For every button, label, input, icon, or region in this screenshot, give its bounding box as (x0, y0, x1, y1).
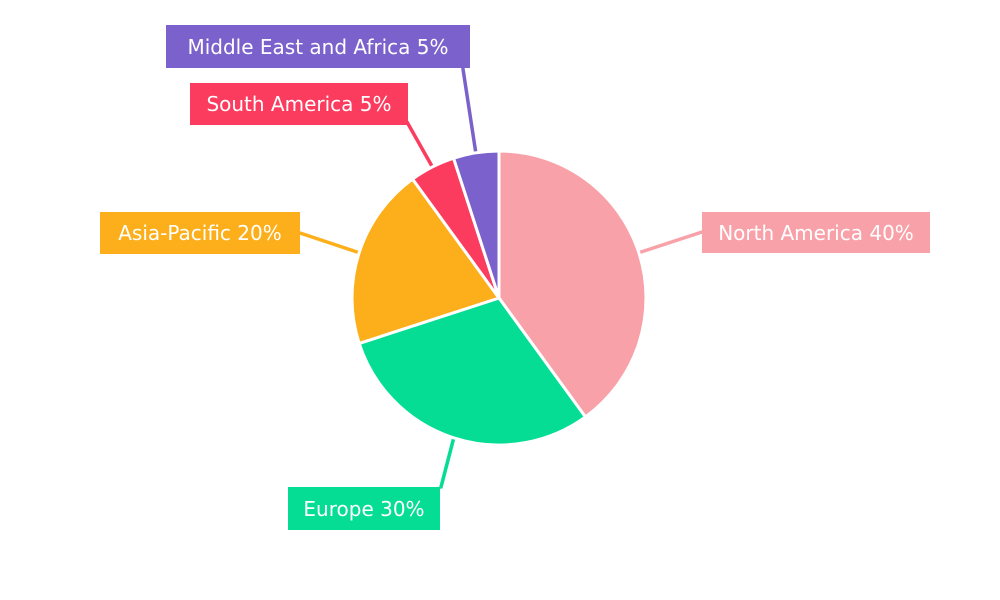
leader-line-south-america (405, 120, 435, 170)
pie-slice-europe (357, 296, 587, 447)
pie-slice-middle-east-and-africa (452, 149, 501, 300)
pie-label-south-america: South America 5% (190, 83, 408, 125)
pie-slice-north-america (497, 149, 648, 419)
pie-label-asia-pacific: Asia-Pacific 20% (100, 212, 300, 254)
leader-line-middle-east-and-africa (461, 67, 478, 156)
pie-label-middle-east-and-africa: Middle East and Africa 5% (166, 25, 470, 68)
leader-line-europe (439, 435, 456, 489)
pie-slice-asia-pacific (350, 177, 501, 345)
leader-line-north-america (636, 230, 704, 255)
pie-label-europe: Europe 30% (288, 487, 440, 530)
pie-label-north-america: North America 40% (702, 212, 930, 253)
leader-line-asia-pacific (298, 231, 362, 255)
